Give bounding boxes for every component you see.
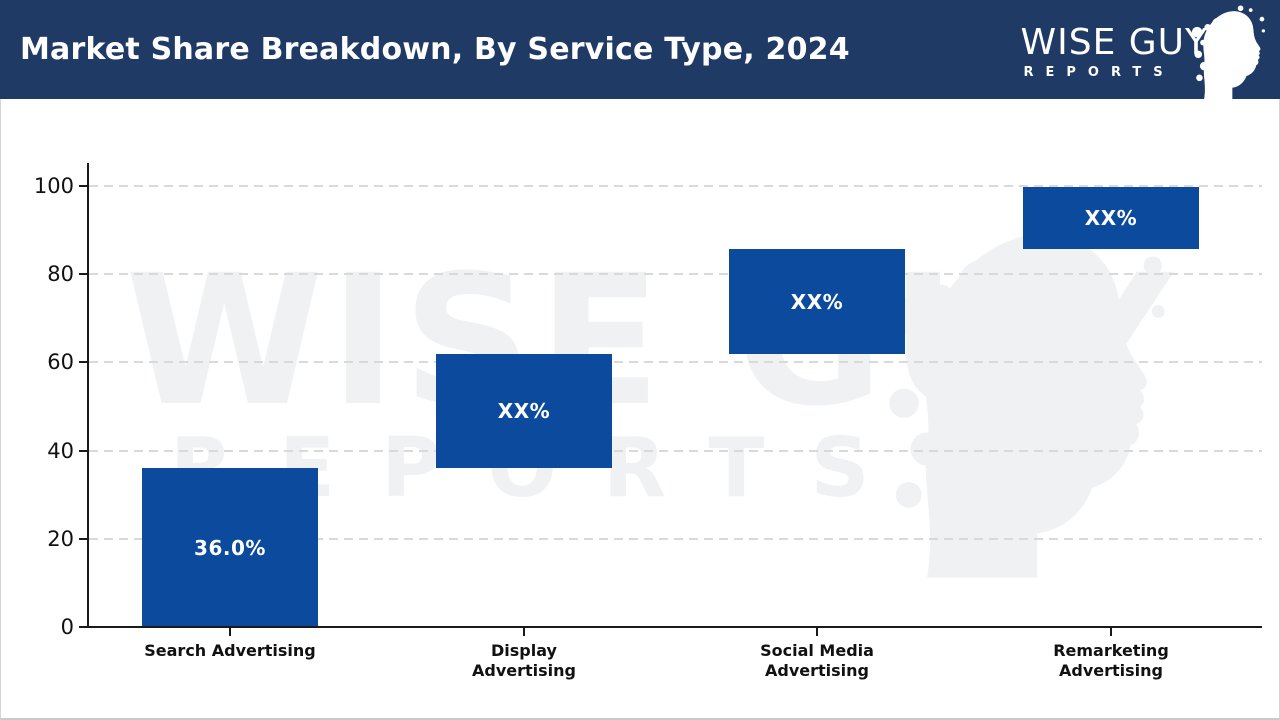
y-tick-mark [79, 273, 88, 276]
y-tick-mark [79, 626, 88, 628]
page-title: Market Share Breakdown, By Service Type,… [20, 32, 850, 67]
y-axis-tick-label: 60 [47, 350, 74, 375]
x-axis-category-label: Social Media Advertising [707, 641, 927, 681]
x-axis-category-label: Search Advertising [120, 641, 340, 661]
gridline [89, 273, 1262, 276]
x-tick-mark [816, 628, 818, 636]
x-tick-mark [1110, 628, 1112, 636]
gridline [89, 449, 1262, 452]
bar-segment: 36.0% [142, 468, 318, 627]
y-axis-tick-label: 40 [47, 438, 74, 463]
x-axis-label-line: Search Advertising [144, 641, 316, 660]
x-axis-label-line: Remarketing [1053, 641, 1169, 660]
y-axis-tick-label: 20 [47, 526, 74, 551]
y-axis-tick-label: 0 [60, 615, 74, 639]
x-axis-label-line: Social Media [760, 641, 874, 660]
x-axis-category-label: Display Advertising [414, 641, 634, 681]
y-axis-line [87, 163, 89, 628]
y-tick-mark [79, 361, 88, 364]
bar-value-label: XX% [1084, 205, 1138, 230]
brand-logo-text: WISE GUY REPORTS [1020, 21, 1209, 80]
gridline [89, 361, 1262, 364]
x-tick-mark [229, 628, 231, 636]
y-tick-mark [79, 185, 88, 187]
bar-segment: XX% [1023, 186, 1199, 250]
bar-value-label: XX% [497, 399, 551, 424]
y-tick-mark [79, 449, 88, 452]
gridline [89, 185, 1262, 187]
x-axis-category-label: Remarketing Advertising [1001, 641, 1221, 681]
x-axis-label-line: Advertising [1059, 661, 1163, 680]
header-bar: Market Share Breakdown, By Service Type,… [0, 0, 1280, 99]
y-tick-mark [79, 537, 88, 540]
bar-segment: XX% [436, 354, 612, 469]
y-axis-tick-label: 80 [47, 262, 74, 287]
x-axis-line [88, 626, 1262, 628]
brand-subtitle: REPORTS [1023, 64, 1175, 80]
x-axis-label-line: Advertising [765, 661, 869, 680]
bar-value-label: XX% [790, 289, 844, 314]
brand-name: WISE GUY [1020, 21, 1208, 63]
bar-segment: XX% [729, 249, 905, 355]
gridline [89, 537, 1262, 540]
x-axis-label-line: Advertising [472, 661, 576, 680]
x-tick-mark [523, 628, 525, 636]
x-axis-label-line: Display [491, 641, 557, 660]
brand-logo: WISE GUY REPORTS [1021, 5, 1271, 99]
y-axis-tick-label: 100 [33, 174, 74, 198]
bar-value-label: 36.0% [194, 535, 266, 560]
